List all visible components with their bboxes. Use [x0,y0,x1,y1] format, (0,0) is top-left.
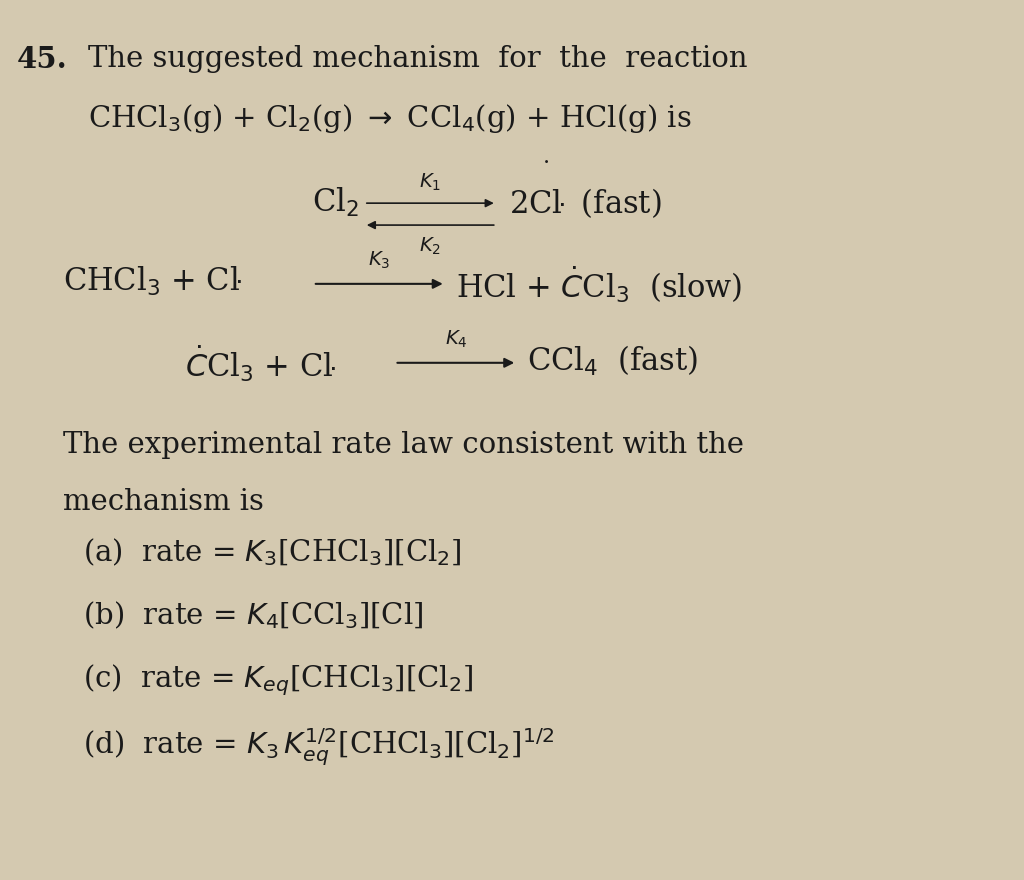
Text: 45.: 45. [16,45,68,74]
Text: ·: · [543,152,550,174]
Text: mechanism is: mechanism is [62,488,263,517]
Text: (c)  rate = $K_{eq}$[CHCl$_3$][Cl$_2$]: (c) rate = $K_{eq}$[CHCl$_3$][Cl$_2$] [83,663,473,699]
Text: (a)  rate = $K_3$[CHCl$_3$][Cl$_2$]: (a) rate = $K_3$[CHCl$_3$][Cl$_2$] [83,537,462,568]
Text: CHCl$_3$(g) + Cl$_2$(g) $\rightarrow$ CCl$_4$(g) + HCl(g) is: CHCl$_3$(g) + Cl$_2$(g) $\rightarrow$ CC… [88,102,691,136]
Text: $K_2$: $K_2$ [419,236,441,257]
Text: The experimental rate law consistent with the: The experimental rate law consistent wit… [62,431,743,459]
Text: The suggested mechanism  for  the  reaction: The suggested mechanism for the reaction [88,45,748,73]
Text: $K_3$: $K_3$ [368,249,390,271]
Text: (d)  rate = $K_3\, K_{eq}^{1/2}$[CHCl$_3$][Cl$_2$]$^{1/2}$: (d) rate = $K_3\, K_{eq}^{1/2}$[CHCl$_3$… [83,726,554,767]
Text: $\dot{C}$Cl$_3$ + Cl$\dot{}$: $\dot{C}$Cl$_3$ + Cl$\dot{}$ [185,343,336,385]
Text: (b)  rate = $K_4$[CCl$_3$][Cl]: (b) rate = $K_4$[CCl$_3$][Cl] [83,599,424,631]
Text: $K_4$: $K_4$ [444,328,467,349]
Text: CHCl$_3$ + Cl$\dot{}$: CHCl$_3$ + Cl$\dot{}$ [62,265,243,297]
Text: HCl + $\dot{C}$Cl$_3$  (slow): HCl + $\dot{C}$Cl$_3$ (slow) [456,265,742,305]
Text: CCl$_4$  (fast): CCl$_4$ (fast) [527,343,698,378]
Text: $K_1$: $K_1$ [419,172,441,193]
Text: Cl$_2$: Cl$_2$ [312,186,358,219]
Text: 2Cl$\dot{}$  (fast): 2Cl$\dot{}$ (fast) [509,186,662,219]
